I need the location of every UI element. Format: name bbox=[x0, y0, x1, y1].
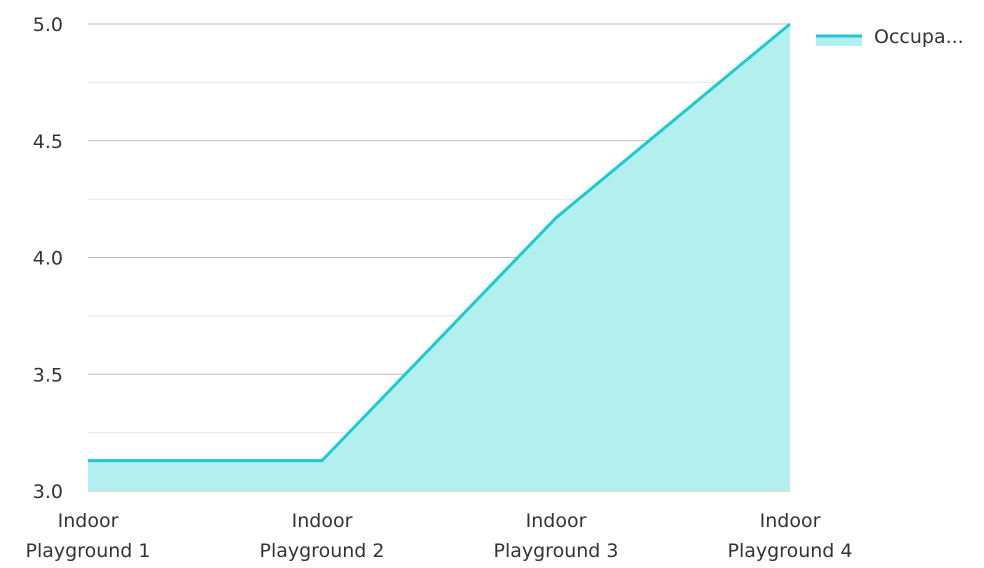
x-tick-label: Indoor Playground 3 bbox=[494, 510, 619, 562]
x-tick-label-line: Indoor bbox=[292, 510, 353, 532]
area-layer bbox=[88, 24, 790, 491]
x-tick-label: Indoor Playground 1 bbox=[26, 510, 151, 562]
x-tick-label-line: Playground 1 bbox=[26, 540, 151, 562]
legend-swatch-fill bbox=[816, 36, 862, 46]
line-layer bbox=[88, 22, 791, 463]
y-tick-label: 5.0 bbox=[33, 14, 63, 36]
x-tick-label-line: Indoor bbox=[58, 510, 119, 532]
grid-layer bbox=[88, 23, 790, 492]
x-tick-label-line: Playground 4 bbox=[728, 540, 853, 562]
area-fill bbox=[88, 24, 790, 491]
x-tick-label-line: Playground 2 bbox=[260, 540, 385, 562]
x-tick-label-line: Indoor bbox=[760, 510, 821, 532]
x-tick-label: Indoor Playground 2 bbox=[260, 510, 385, 562]
y-tick-label: 4.0 bbox=[33, 248, 63, 270]
x-tick-label-line: Indoor bbox=[526, 510, 587, 532]
series-line bbox=[88, 22, 791, 463]
y-tick-label: 3.5 bbox=[33, 364, 63, 386]
x-tick-label: Indoor Playground 4 bbox=[728, 510, 853, 562]
y-tick-label: 3.0 bbox=[33, 481, 63, 503]
legend[interactable]: Occupa... bbox=[816, 26, 964, 48]
legend-label: Occupa... bbox=[874, 26, 964, 48]
x-tick-label-line: Playground 3 bbox=[494, 540, 619, 562]
y-tick-label: 4.5 bbox=[33, 131, 63, 153]
y-axis-ticks: 3.0 3.5 4.0 4.5 5.0 bbox=[33, 14, 63, 503]
